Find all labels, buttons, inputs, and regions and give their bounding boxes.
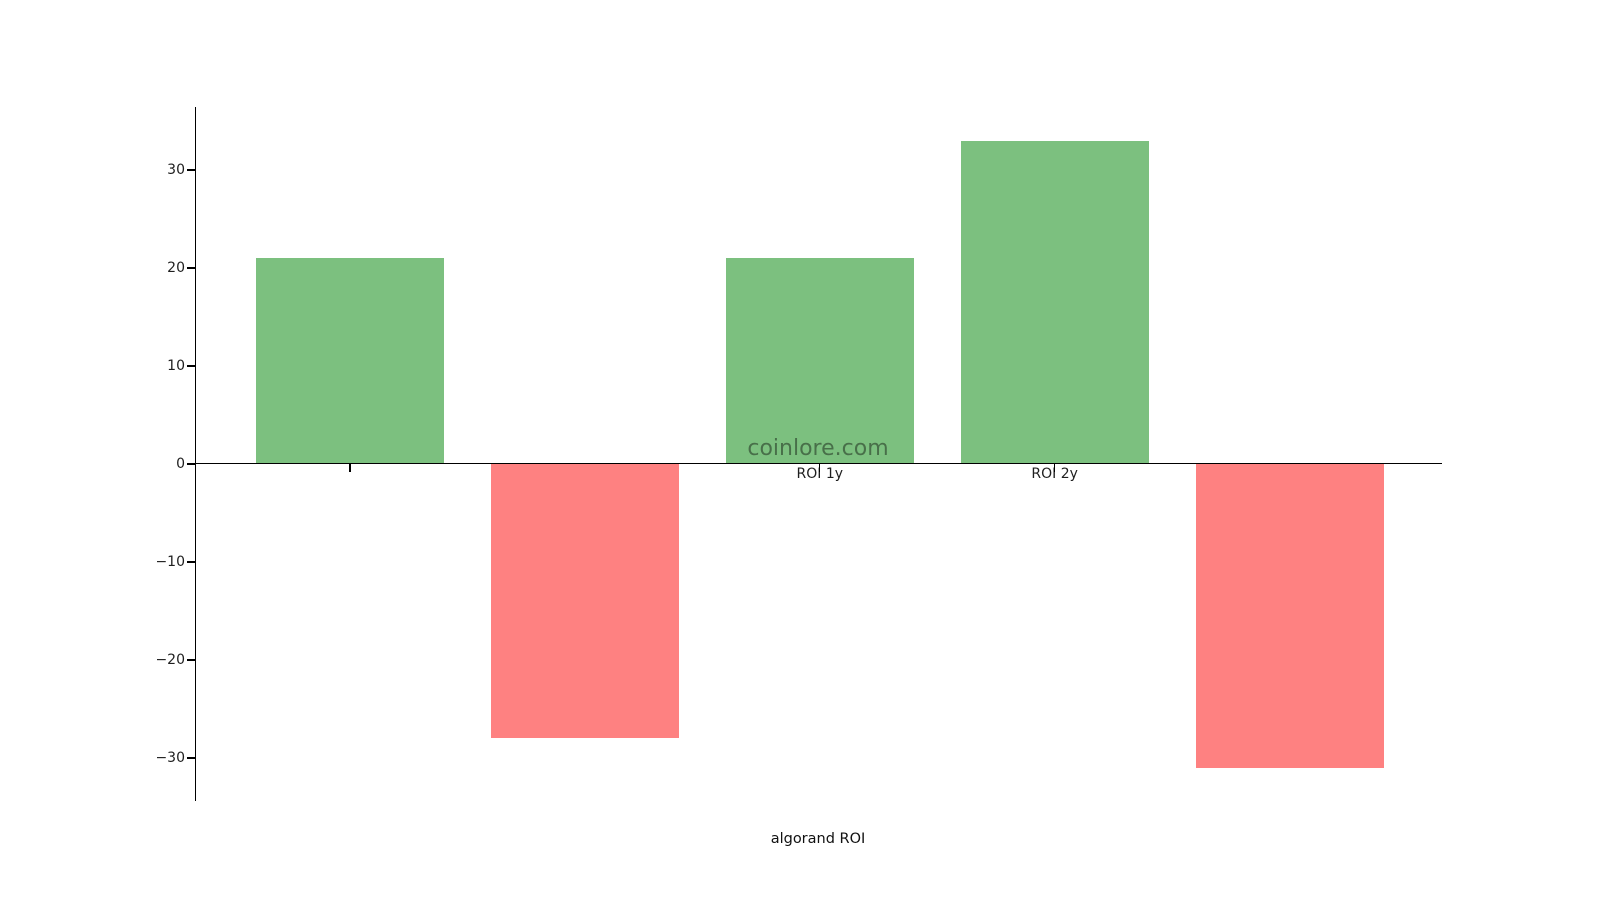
y-tick-mark [187, 267, 195, 269]
x-tick-label-roi-2y: ROI 2y [1031, 466, 1078, 482]
x-tick-mark [819, 464, 821, 472]
bar-2 [490, 464, 679, 739]
bar-1 [256, 258, 444, 464]
y-tick-mark [187, 757, 195, 759]
y-tick-label: 20 [167, 260, 185, 276]
y-tick-mark [187, 659, 195, 661]
y-tick-label: 0 [176, 456, 185, 472]
y-tick-label: −20 [155, 652, 185, 668]
y-tick-mark [187, 169, 195, 171]
y-tick-label: −30 [155, 750, 185, 766]
y-tick-label: −10 [155, 554, 185, 570]
y-tick-mark [187, 365, 195, 367]
y-axis-spine [194, 107, 196, 801]
y-tick-mark [187, 561, 195, 563]
bar-roi-1y [725, 258, 914, 464]
x-axis-zero-line [195, 462, 1442, 465]
y-tick-mark [187, 463, 195, 465]
x-axis-title: algorand ROI [770, 831, 866, 847]
bar-roi-2y [960, 140, 1149, 464]
x-tick-label-roi-1y: ROI 1y [796, 466, 844, 482]
x-tick-mark [349, 464, 351, 472]
watermark-text: coinlore.com [747, 436, 889, 461]
x-tick-mark [1054, 464, 1056, 472]
y-tick-label: 10 [167, 358, 185, 374]
y-tick-label: 30 [167, 162, 185, 178]
bar-5 [1195, 464, 1384, 768]
